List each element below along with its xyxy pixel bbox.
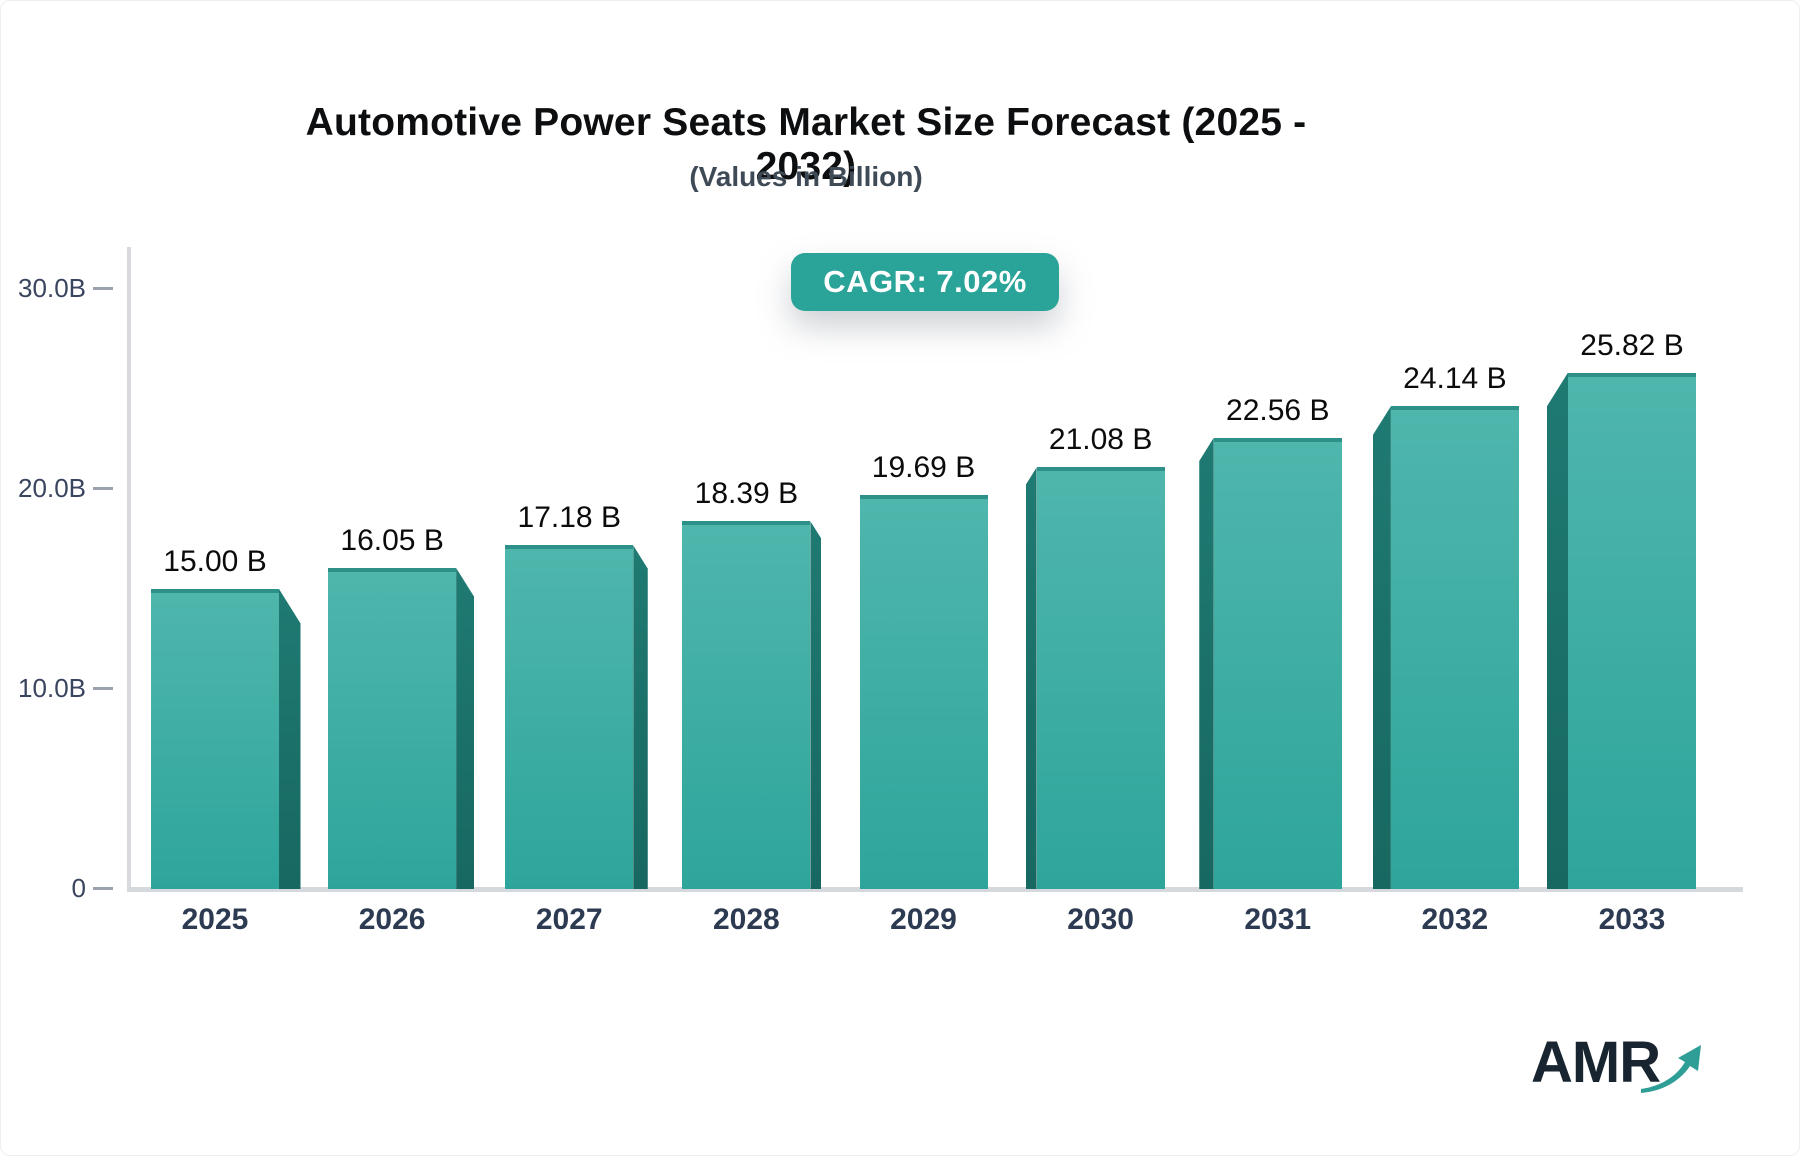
bar-value-label: 24.14 B <box>1403 362 1507 396</box>
bar-value-label: 16.05 B <box>340 524 444 557</box>
bar-2027 <box>505 545 634 889</box>
y-tick-mark <box>93 487 113 490</box>
bar-value-label: 15.00 B <box>163 545 267 578</box>
x-axis-label-2025: 2025 <box>181 903 249 936</box>
bar-value-label: 21.08 B <box>1048 423 1153 457</box>
chart-subtitle: (Values in Billion) <box>689 161 923 192</box>
bar-2029 <box>859 495 988 889</box>
bar-2025 <box>151 589 279 889</box>
y-axis-line <box>127 247 131 889</box>
bar-2026 <box>328 568 457 889</box>
x-axis-label-2030: 2030 <box>1067 903 1134 936</box>
x-axis-label-2026: 2026 <box>358 903 426 936</box>
bar-value-label: 19.69 B <box>871 451 976 485</box>
bar-2028 <box>682 521 811 889</box>
cagr-badge-label: CAGR: 7.02% <box>823 264 1027 299</box>
bar-value-label: 22.56 B <box>1226 393 1330 427</box>
bar-2030 <box>1036 467 1165 889</box>
chart-title: Automotive Power Seats Market Size Forec… <box>305 101 1307 188</box>
y-tick-label: 10.0B <box>18 673 86 703</box>
bar-side-2030 <box>1025 467 1037 889</box>
bar-2031 <box>1213 437 1342 889</box>
y-tick-mark <box>93 287 113 290</box>
x-axis-label-2028: 2028 <box>713 903 780 936</box>
bar-side-2032 <box>1372 406 1391 889</box>
bar-side-2025 <box>279 589 301 889</box>
bar-2032 <box>1390 406 1519 889</box>
bar-side-2031 <box>1199 437 1214 889</box>
bar-side-2026 <box>456 568 475 889</box>
bar-side-2033 <box>1546 372 1568 889</box>
bar-side-2028 <box>810 521 822 889</box>
x-axis-line <box>127 887 1743 892</box>
y-tick-label: 30.0B <box>18 273 86 303</box>
amr-logo-text: AMR <box>1531 1030 1661 1095</box>
x-axis-label-2033: 2033 <box>1598 903 1666 936</box>
x-axis-label-2032: 2032 <box>1421 903 1489 936</box>
bar-side-2027 <box>633 545 648 889</box>
trend-arrow-icon <box>1641 1045 1701 1093</box>
x-axis-label-2029: 2029 <box>890 903 957 936</box>
y-tick-label: 0 <box>71 873 86 903</box>
y-tick-label: 20.0B <box>18 473 86 503</box>
x-axis-label-2031: 2031 <box>1244 903 1312 936</box>
y-tick-mark <box>93 687 113 690</box>
bar-value-label: 17.18 B <box>517 501 621 535</box>
bar-value-label: 25.82 B <box>1580 328 1684 362</box>
amr-logo: AMR <box>1531 1033 1711 1103</box>
cagr-badge: CAGR: 7.02% <box>791 253 1059 311</box>
bar-value-label: 18.39 B <box>694 477 799 511</box>
bar-2033 <box>1568 372 1696 889</box>
y-tick-mark <box>93 887 113 890</box>
x-axis-label-2027: 2027 <box>535 903 603 936</box>
